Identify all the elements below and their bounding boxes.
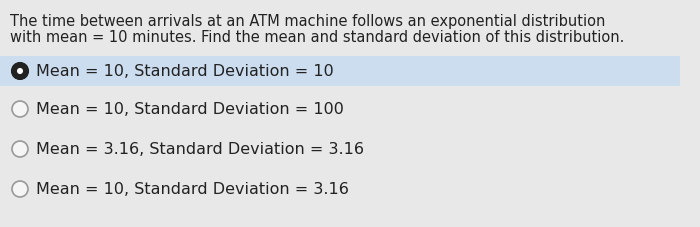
Text: Mean = 3.16, Standard Deviation = 3.16: Mean = 3.16, Standard Deviation = 3.16 <box>36 142 364 157</box>
Circle shape <box>17 69 23 75</box>
Circle shape <box>12 64 28 80</box>
Text: The time between arrivals at an ATM machine follows an exponential distribution: The time between arrivals at an ATM mach… <box>10 14 605 29</box>
Text: with mean = 10 minutes. Find the mean and standard deviation of this distributio: with mean = 10 minutes. Find the mean an… <box>10 30 624 45</box>
Circle shape <box>12 141 28 157</box>
FancyBboxPatch shape <box>0 57 680 87</box>
Text: Mean = 10, Standard Deviation = 3.16: Mean = 10, Standard Deviation = 3.16 <box>36 182 349 197</box>
Circle shape <box>12 181 28 197</box>
Text: Mean = 10, Standard Deviation = 10: Mean = 10, Standard Deviation = 10 <box>36 64 334 79</box>
Text: Mean = 10, Standard Deviation = 100: Mean = 10, Standard Deviation = 100 <box>36 102 344 117</box>
Circle shape <box>12 101 28 118</box>
